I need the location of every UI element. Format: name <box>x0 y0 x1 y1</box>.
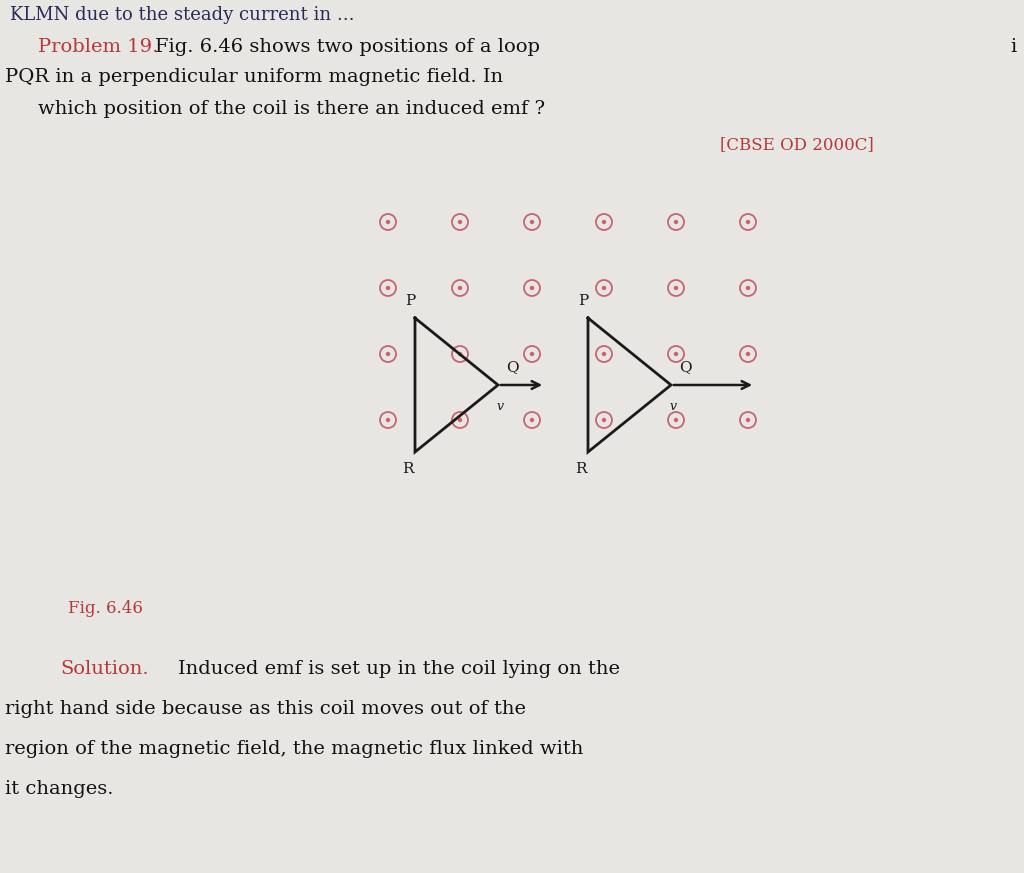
Circle shape <box>745 418 751 423</box>
Text: v: v <box>497 400 504 413</box>
Circle shape <box>745 220 751 224</box>
Text: v: v <box>670 400 677 413</box>
Text: P: P <box>578 294 588 308</box>
Text: Induced emf is set up in the coil lying on the: Induced emf is set up in the coil lying … <box>178 660 620 678</box>
Text: i: i <box>1010 38 1016 56</box>
Circle shape <box>386 285 390 290</box>
Circle shape <box>602 418 606 423</box>
Circle shape <box>674 418 678 423</box>
Circle shape <box>529 285 535 290</box>
Text: region of the magnetic field, the magnetic flux linked with: region of the magnetic field, the magnet… <box>5 740 584 758</box>
Circle shape <box>529 220 535 224</box>
Circle shape <box>602 220 606 224</box>
Circle shape <box>458 285 462 290</box>
Circle shape <box>674 352 678 356</box>
Text: Problem 19.: Problem 19. <box>38 38 159 56</box>
Text: R: R <box>575 462 587 476</box>
Circle shape <box>458 352 462 356</box>
Circle shape <box>386 352 390 356</box>
Circle shape <box>529 418 535 423</box>
Text: Q: Q <box>679 360 691 374</box>
Text: KLMN due to the steady current in ...: KLMN due to the steady current in ... <box>10 6 354 24</box>
Text: which position of the coil is there an induced emf ?: which position of the coil is there an i… <box>38 100 545 118</box>
Text: Solution.: Solution. <box>60 660 148 678</box>
Text: Fig. 6.46: Fig. 6.46 <box>68 600 143 617</box>
Circle shape <box>386 418 390 423</box>
Circle shape <box>529 352 535 356</box>
Text: P: P <box>404 294 415 308</box>
Circle shape <box>602 285 606 290</box>
Circle shape <box>386 220 390 224</box>
Circle shape <box>602 352 606 356</box>
Text: Q: Q <box>506 360 518 374</box>
Circle shape <box>674 285 678 290</box>
Circle shape <box>458 418 462 423</box>
Text: [CBSE OD 2000C]: [CBSE OD 2000C] <box>720 136 873 153</box>
Circle shape <box>745 352 751 356</box>
Circle shape <box>674 220 678 224</box>
Text: right hand side because as this coil moves out of the: right hand side because as this coil mov… <box>5 700 526 718</box>
Text: R: R <box>402 462 414 476</box>
Text: PQR in a perpendicular uniform magnetic field. In: PQR in a perpendicular uniform magnetic … <box>5 68 503 86</box>
Text: it changes.: it changes. <box>5 780 114 798</box>
Circle shape <box>745 285 751 290</box>
Circle shape <box>458 220 462 224</box>
Text: Fig. 6.46 shows two positions of a loop: Fig. 6.46 shows two positions of a loop <box>155 38 540 56</box>
